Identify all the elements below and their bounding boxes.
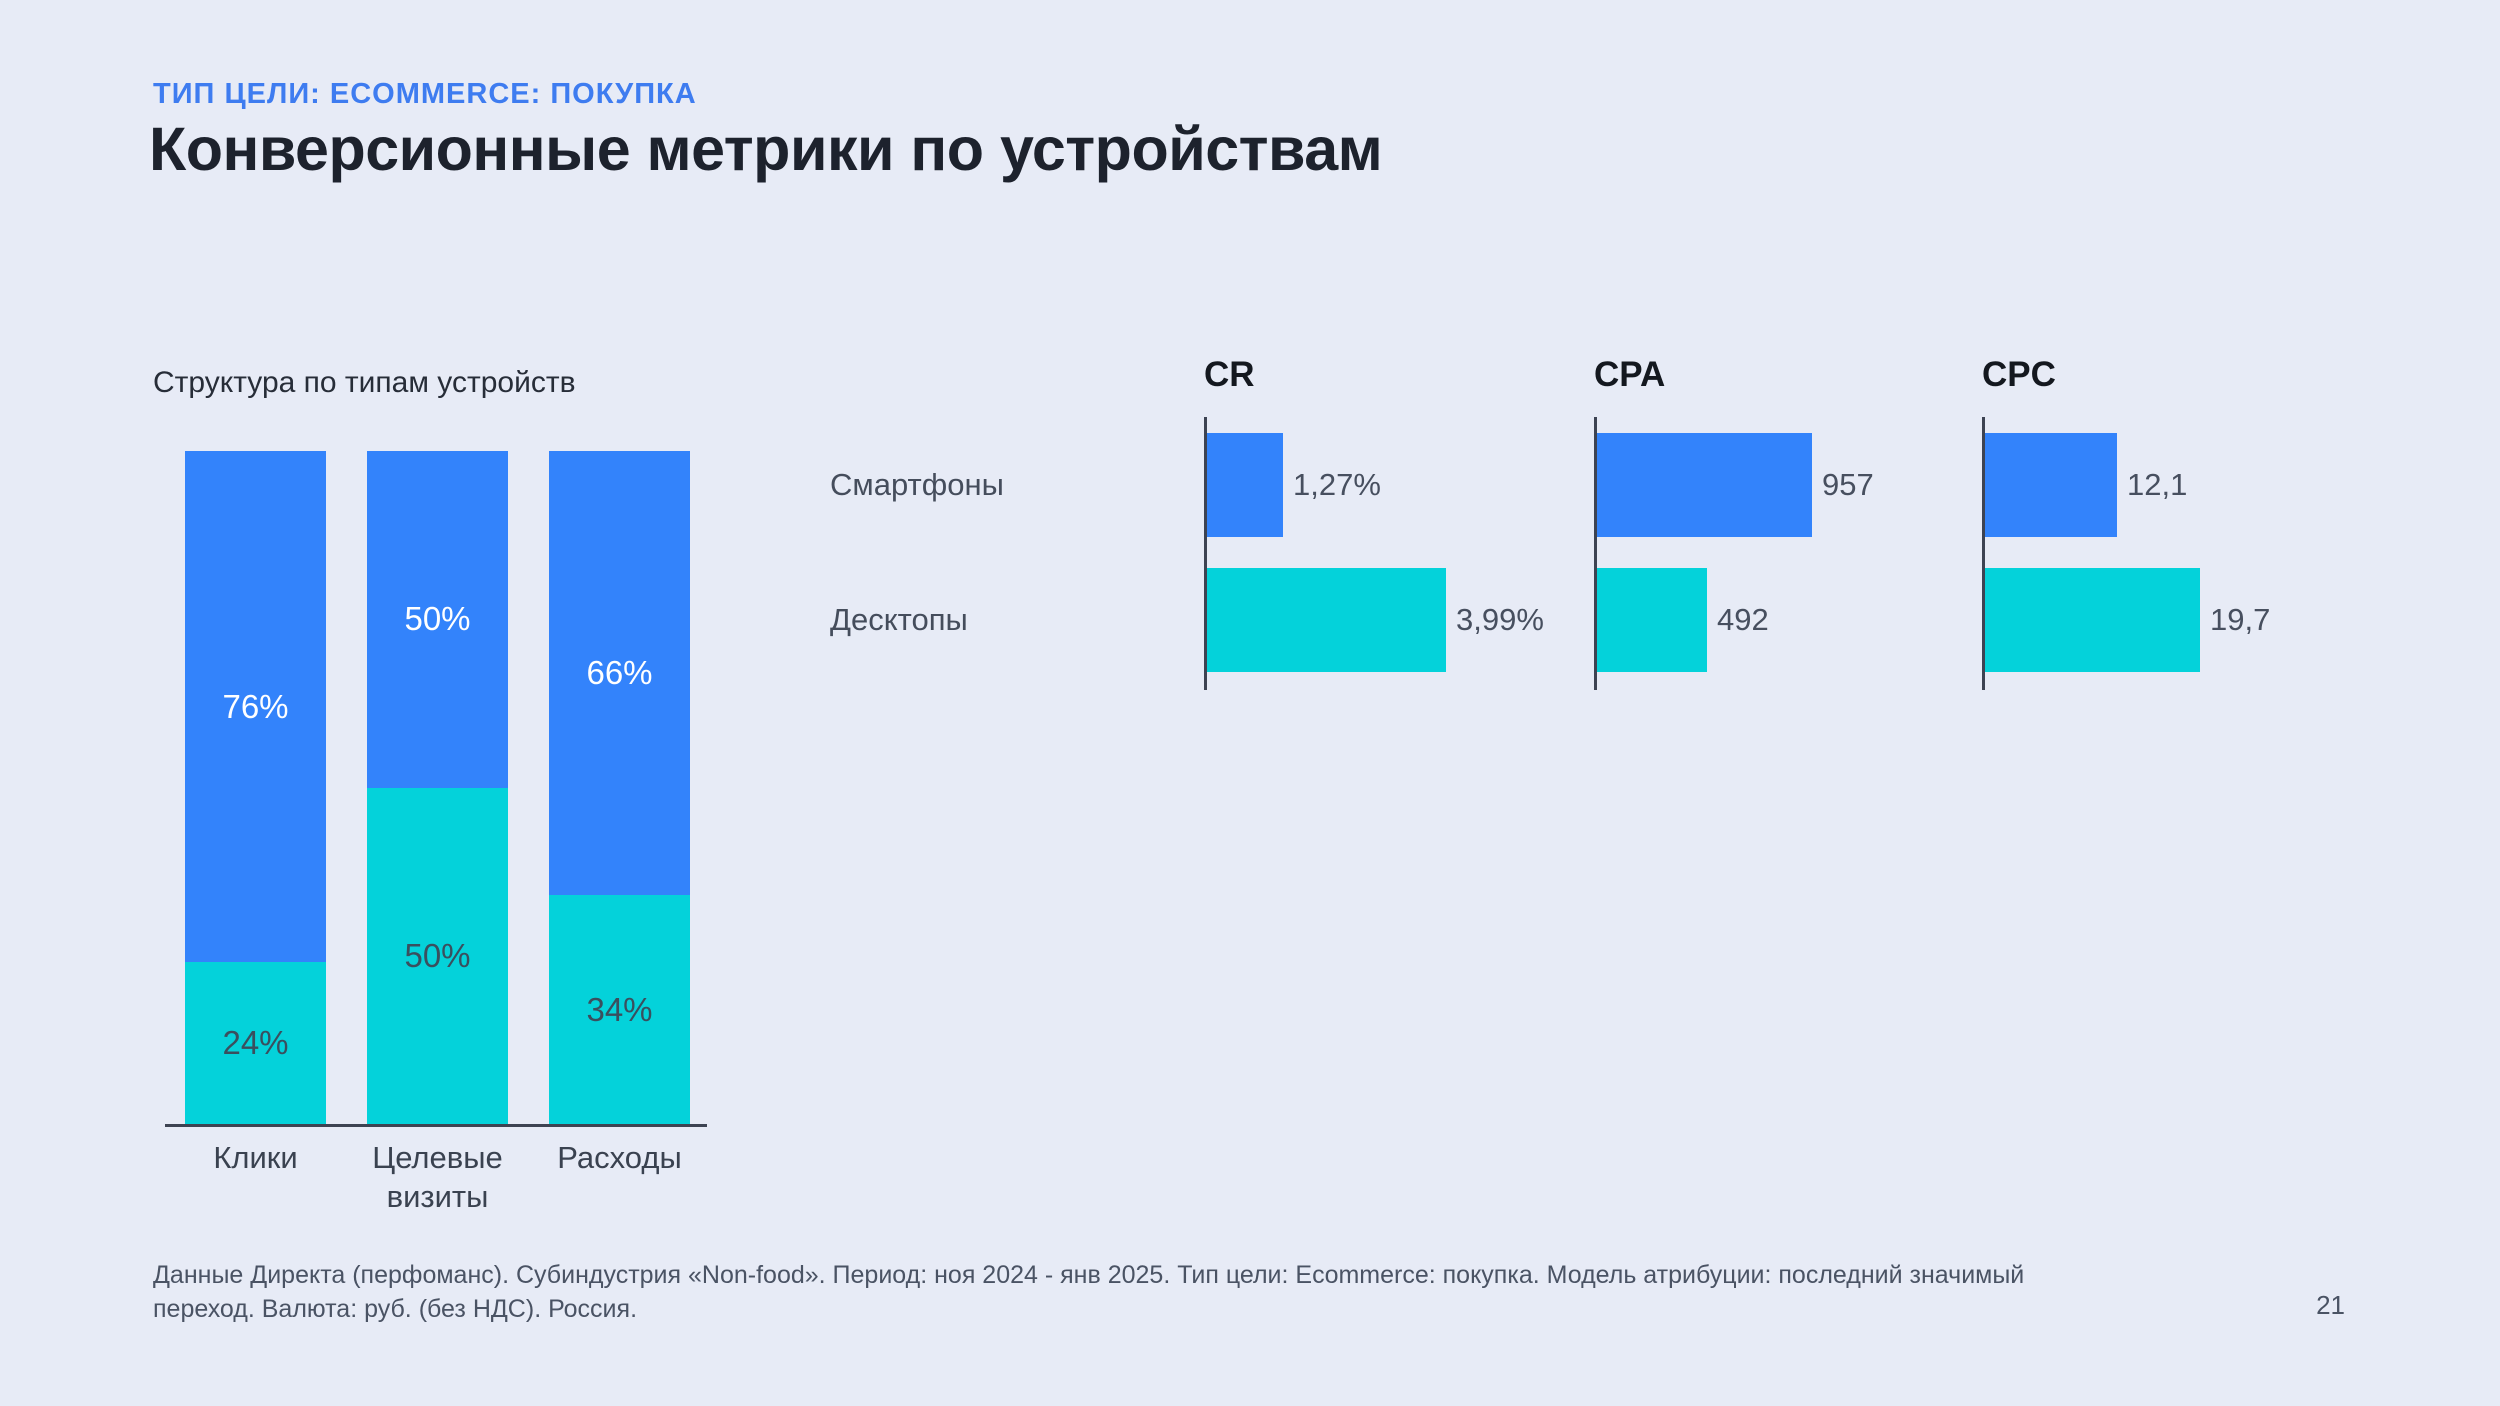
- stacked-bar: 76% 24%: [185, 451, 326, 1124]
- metric-chart-title: CPA: [1594, 355, 1666, 394]
- bar-segment: 50%: [367, 787, 508, 1124]
- bar-segment: 76%: [185, 451, 326, 963]
- structure-chart-plot: 76% 24% 50% 50% 66% 34%: [165, 451, 707, 1127]
- stacked-bar: 50% 50%: [367, 451, 508, 1124]
- page-title: Конверсионные метрики по устройствам: [149, 115, 1383, 183]
- hbar-cr-desktops: [1207, 568, 1446, 672]
- metric-chart-plot: 957 492: [1594, 417, 1974, 690]
- metric-chart-cr: CR 1,27% 3,99%: [1204, 355, 1584, 690]
- category-label: Расходы: [557, 1140, 682, 1175]
- bar-value-label: 957: [1822, 467, 1874, 502]
- bar-row: 19,7: [1985, 568, 2270, 672]
- category-label: Целевые визиты: [372, 1140, 503, 1214]
- page-number: 21: [2316, 1290, 2345, 1320]
- segment-value-label: 76%: [222, 687, 289, 725]
- stacked-bar: 66% 34%: [549, 451, 690, 1124]
- segment-value-label: 66%: [586, 654, 653, 692]
- bar-value-label: 19,7: [2210, 602, 2271, 637]
- bar-segment: 34%: [549, 895, 690, 1124]
- hbar-cpa-desktops: [1597, 568, 1707, 672]
- hbar-cpc-desktops: [1985, 568, 2200, 672]
- bar-value-label: 12,1: [2127, 467, 2188, 502]
- structure-chart-title: Структура по типам устройств: [153, 366, 576, 399]
- hbar-cpc-smartphones: [1985, 433, 2117, 537]
- bar-row: 12,1: [1985, 433, 2187, 537]
- metric-chart-plot: 12,1 19,7: [1982, 417, 2362, 690]
- bar-row: 1,27%: [1207, 433, 1381, 537]
- bar-row: 957: [1597, 433, 1874, 537]
- bar-row: 3,99%: [1207, 568, 1544, 672]
- segment-value-label: 50%: [404, 936, 471, 974]
- bar-value-label: 1,27%: [1293, 467, 1381, 502]
- hbar-cr-smartphones: [1207, 433, 1283, 537]
- metric-chart-cpa: CPA 957 492: [1594, 355, 1974, 690]
- bar-value-label: 3,99%: [1456, 602, 1544, 637]
- device-row-label: Десктопы: [830, 602, 968, 637]
- segment-value-label: 50%: [404, 600, 471, 638]
- bar-segment: 50%: [367, 451, 508, 788]
- metric-chart-title: CPC: [1982, 355, 2056, 394]
- metric-chart-title: CR: [1204, 355, 1255, 394]
- bar-segment: 66%: [549, 451, 690, 896]
- kicker: ТИП ЦЕЛИ: ECOMMERCE: ПОКУПКА: [153, 78, 697, 110]
- footnote-line: переход. Валюта: руб. (без НДС). Россия.: [153, 1295, 638, 1323]
- bar-segment: 24%: [185, 962, 326, 1124]
- bar-value-label: 492: [1717, 602, 1769, 637]
- hbar-cpa-smartphones: [1597, 433, 1812, 537]
- device-row-label: Смартфоны: [830, 467, 1004, 502]
- segment-value-label: 24%: [222, 1024, 289, 1062]
- metric-chart-cpc: CPC 12,1 19,7: [1982, 355, 2362, 690]
- footnote: Данные Директа (перфоманс). Субиндустрия…: [153, 1258, 2024, 1326]
- footnote-line: Данные Директа (перфоманс). Субиндустрия…: [153, 1261, 2025, 1289]
- bar-row: 492: [1597, 568, 1769, 672]
- segment-value-label: 34%: [586, 990, 653, 1028]
- category-label: Клики: [213, 1140, 298, 1175]
- metric-chart-plot: 1,27% 3,99%: [1204, 417, 1584, 690]
